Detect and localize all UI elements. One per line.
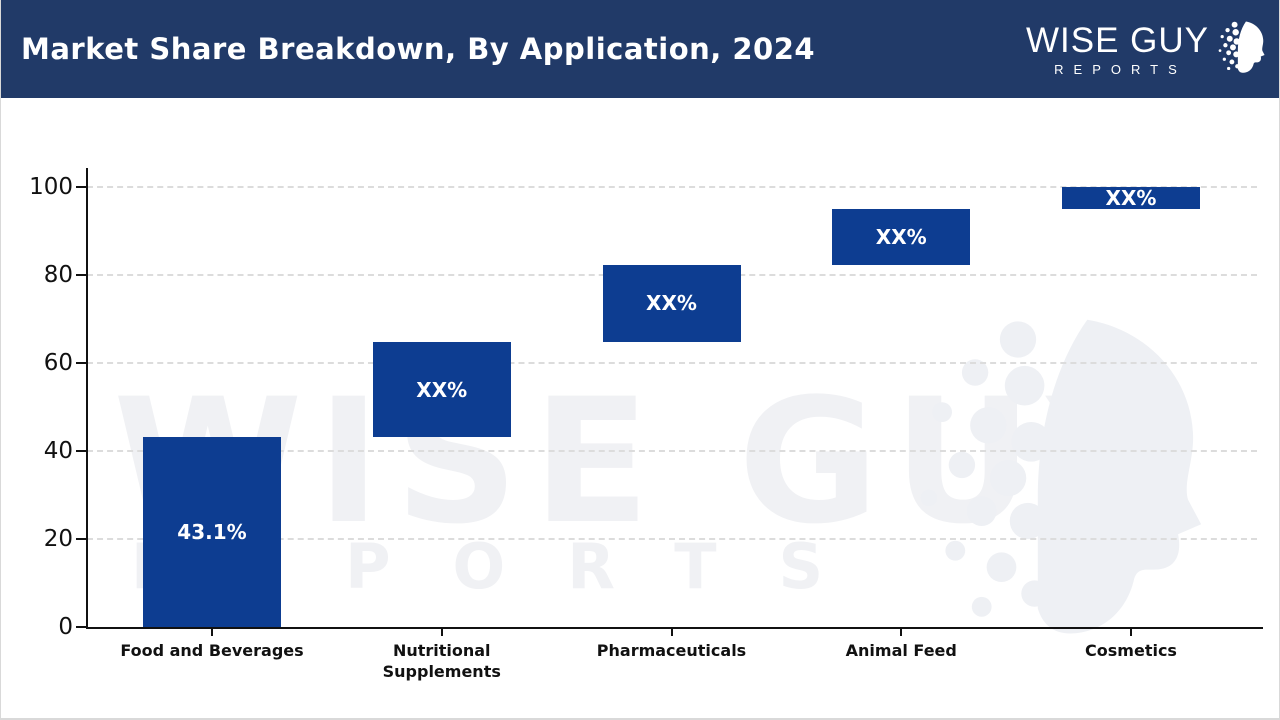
x-axis-line <box>86 627 1263 629</box>
header-bar: Market Share Breakdown, By Application, … <box>1 0 1280 98</box>
y-tick-40 <box>76 450 86 452</box>
bar-food-and-beverages: 43.1% <box>143 437 281 627</box>
bar-animal-feed: XX% <box>832 209 971 265</box>
watermark-wordmark: WISE GUY <box>113 361 1186 562</box>
y-tick-label-20: 20 <box>43 526 73 552</box>
gridline-20 <box>87 538 1257 540</box>
x-tick-nutritional-supplements <box>440 627 443 636</box>
plot-area: WISE GUY REPORTS 0 20 40 60 80 100 43.1% Food a… <box>1 98 1279 718</box>
bar-pharmaceuticals: XX% <box>602 264 741 342</box>
bar-cosmetics: XX% <box>1062 187 1200 209</box>
bar-value-label-nutritional-supplements: XX% <box>416 377 468 402</box>
bar-nutritional-supplements: XX% <box>372 341 511 438</box>
y-tick-60 <box>76 362 86 364</box>
x-tick-food-and-beverages <box>211 627 213 636</box>
logo-head-icon <box>1213 6 1267 92</box>
y-tick-label-80: 80 <box>43 262 73 288</box>
y-tick-label-60: 60 <box>43 350 73 376</box>
y-tick-100 <box>76 186 86 188</box>
y-tick-label-100: 100 <box>29 174 73 200</box>
gridline-100 <box>87 186 1257 188</box>
x-category-label-cosmetics: Cosmetics <box>1085 641 1177 660</box>
x-category-label-food-and-beverages: Food and Beverages <box>120 641 304 660</box>
bar-value-label-pharmaceuticals: XX% <box>646 291 697 316</box>
y-tick-0 <box>76 626 86 628</box>
gridline-40 <box>87 450 1257 452</box>
logo-subtext: REPORTS <box>1054 62 1187 77</box>
logo-text: WISE GUY REPORTS <box>1026 21 1209 77</box>
x-category-label-pharmaceuticals: Pharmaceuticals <box>596 641 747 660</box>
x-tick-pharmaceuticals <box>670 627 673 636</box>
bar-value-label-cosmetics: XX% <box>1105 186 1157 210</box>
y-tick-label-0: 0 <box>58 614 73 640</box>
logo-wordmark: WISE GUY <box>1025 21 1209 60</box>
y-axis-line <box>86 168 88 629</box>
wise-guy-logo: WISE GUY REPORTS <box>1026 6 1280 92</box>
x-tick-cosmetics <box>1130 627 1132 636</box>
x-category-label-nutritional-supplements: Nutritional Supplements <box>382 641 501 681</box>
chart-title: Market Share Breakdown, By Application, … <box>21 32 816 66</box>
x-category-label-animal-feed: Animal Feed <box>845 641 957 660</box>
bar-value-label-animal-feed: XX% <box>875 224 927 249</box>
y-tick-20 <box>76 538 86 540</box>
y-tick-label-40: 40 <box>43 438 73 464</box>
y-tick-80 <box>76 274 86 276</box>
x-tick-animal-feed <box>900 627 903 636</box>
gridline-60 <box>87 362 1257 364</box>
bar-value-label-food-and-beverages: 43.1% <box>177 520 247 545</box>
